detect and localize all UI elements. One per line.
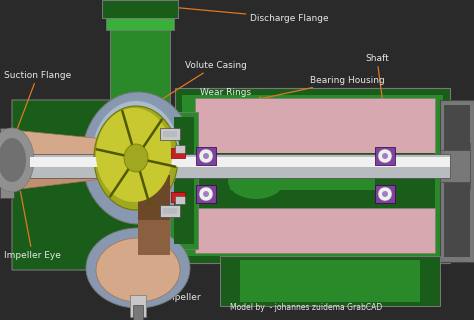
Bar [130,295,146,317]
Ellipse shape [94,106,178,210]
Bar [196,185,216,203]
Bar [195,153,435,208]
Text: Discharge Flange: Discharge Flange [151,4,328,22]
Bar [448,143,470,189]
Bar [182,95,443,256]
Ellipse shape [2,137,12,147]
Ellipse shape [203,153,209,159]
Ellipse shape [96,238,180,302]
Ellipse shape [96,108,172,202]
Bar [375,185,395,203]
Bar [163,208,177,214]
Bar [440,150,470,182]
Bar [175,196,185,204]
Bar [170,112,198,249]
Bar [30,154,450,178]
Bar [174,117,194,244]
Text: Seal Cover: Seal Cover [188,135,269,160]
Text: Volute Casing: Volute Casing [147,60,247,108]
Bar [196,147,216,165]
Bar [30,157,450,167]
Bar [440,100,474,262]
Polygon shape [12,158,136,190]
Bar [230,165,375,190]
Text: Wear Rings: Wear Rings [174,87,251,128]
Bar [106,18,174,30]
Ellipse shape [92,101,180,209]
Bar [160,205,180,217]
Bar [0,135,20,190]
Ellipse shape [203,191,209,197]
Bar [240,260,420,302]
Bar [163,131,177,137]
Bar [110,0,170,110]
Text: Impeller Eye: Impeller Eye [4,171,61,260]
Ellipse shape [0,128,34,192]
Text: Suction Flange: Suction Flange [4,70,71,145]
Ellipse shape [199,187,213,201]
Bar [175,145,185,153]
Text: Closed Impeller: Closed Impeller [130,272,201,302]
Bar [133,305,143,320]
Ellipse shape [228,163,284,199]
Ellipse shape [2,175,12,185]
Text: Shaft: Shaft [365,53,391,154]
Bar [171,192,185,202]
Ellipse shape [382,153,388,159]
Bar [444,105,470,257]
Bar [102,0,178,18]
Ellipse shape [124,144,148,172]
Bar [175,88,450,263]
Bar [195,98,435,153]
Text: Seal: Seal [180,114,225,148]
Polygon shape [12,130,136,160]
Ellipse shape [0,138,26,182]
Ellipse shape [378,187,392,201]
Polygon shape [12,100,165,285]
Ellipse shape [86,228,190,308]
Bar [171,148,185,158]
Polygon shape [138,175,170,220]
Bar [220,256,440,306]
Text: Model by  - johannes zuidema GrabCAD: Model by - johannes zuidema GrabCAD [230,303,382,313]
Bar [195,208,435,253]
Ellipse shape [378,149,392,163]
Ellipse shape [82,92,194,224]
Bar [375,147,395,165]
Polygon shape [138,175,170,255]
Ellipse shape [199,149,213,163]
Ellipse shape [382,191,388,197]
Bar [0,128,14,198]
Bar [160,128,180,140]
Text: Bearing Housing: Bearing Housing [258,76,385,100]
Text: Bearing: Bearing [213,99,350,151]
